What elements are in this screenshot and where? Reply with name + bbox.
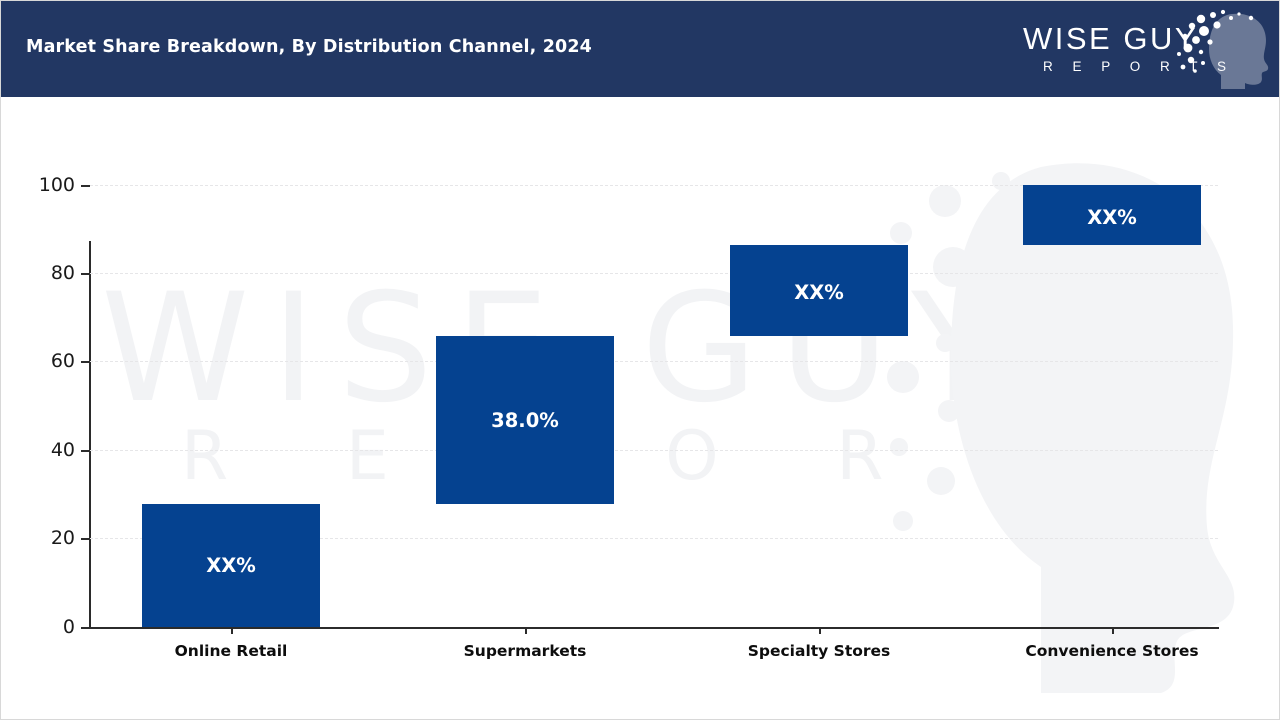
- y-tick-mark-20: [81, 538, 90, 540]
- y-tick-mark-80: [81, 273, 90, 275]
- bar-label-specialty-stores: XX%: [794, 281, 844, 304]
- y-tick-label-60: 60: [50, 350, 75, 372]
- y-tick-label-100: 100: [38, 174, 75, 196]
- gridline-60: [90, 361, 1218, 362]
- y-tick-label-80: 80: [50, 262, 75, 284]
- gridline-40: [90, 450, 1218, 451]
- x-axis-line: [89, 627, 1219, 629]
- logo-wordmark-primary: WISE GUY: [1023, 21, 1199, 56]
- gridline-20: [90, 538, 1218, 539]
- y-tick-label-20: 20: [50, 527, 75, 549]
- gridline-100: [90, 185, 1218, 186]
- y-tick-label-0: 0: [62, 616, 75, 638]
- x-axis-label-supermarkets: Supermarkets: [463, 642, 587, 660]
- chart-header-bar: Market Share Breakdown, By Distribution …: [1, 1, 1279, 97]
- page-title: Market Share Breakdown, By Distribution …: [26, 37, 593, 57]
- x-tick-mark-specialty-stores: [819, 627, 821, 634]
- x-tick-mark-supermarkets: [525, 627, 527, 634]
- y-tick-mark-60: [81, 361, 90, 363]
- wise-guy-reports-logo: WISE GUY R E P O R T S: [1007, 9, 1275, 89]
- y-axis-line: [89, 241, 91, 629]
- dotted-head-silhouette-icon: [1177, 9, 1269, 89]
- x-tick-mark-convenience-stores: [1112, 627, 1114, 634]
- x-axis-label-specialty-stores: Specialty Stores: [747, 642, 891, 660]
- bar-label-online-retail: XX%: [206, 554, 256, 577]
- y-tick-mark-40: [81, 450, 90, 452]
- y-tick-label-40: 40: [50, 439, 75, 461]
- y-tick-mark-0: [81, 627, 90, 629]
- x-axis-label-online-retail: Online Retail: [174, 642, 288, 660]
- y-tick-mark-100: [81, 185, 90, 187]
- bar-specialty-stores[interactable]: [730, 245, 908, 336]
- x-axis-label-convenience-stores: Convenience Stores: [1025, 642, 1199, 660]
- watermark-wordmark-secondary: R E P O R T S: [181, 417, 1252, 496]
- bar-label-supermarkets: 38.0%: [491, 409, 559, 432]
- gridline-80: [90, 273, 1218, 274]
- bar-label-convenience-stores: XX%: [1087, 206, 1137, 229]
- x-tick-mark-online-retail: [231, 627, 233, 634]
- chart-canvas: WISE GUY R E P O R T S: [1, 97, 1279, 719]
- bar-supermarkets[interactable]: [436, 336, 614, 504]
- bar-convenience-stores[interactable]: [1023, 185, 1201, 245]
- logo-wordmark-secondary: R E P O R T S: [1043, 59, 1235, 74]
- bar-online-retail[interactable]: [142, 504, 320, 627]
